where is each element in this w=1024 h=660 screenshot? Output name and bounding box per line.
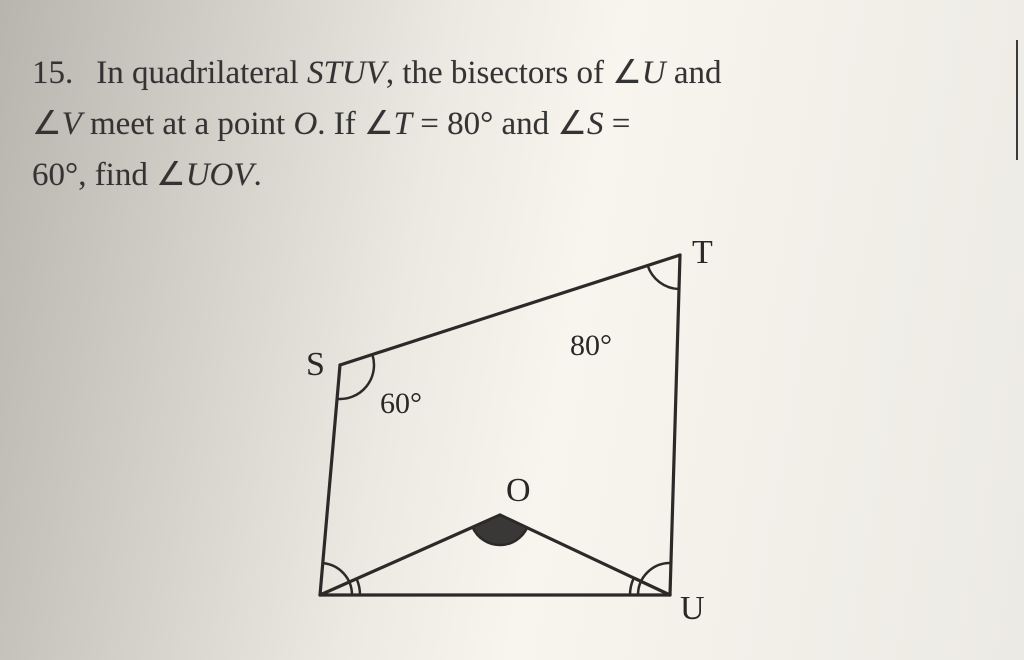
- svg-text:O: O: [506, 472, 531, 509]
- text: =: [604, 106, 631, 142]
- text-italic: S: [587, 106, 604, 142]
- svg-text:U: U: [680, 590, 705, 627]
- text: In quadrilateral: [96, 55, 307, 91]
- text: , the bisectors of ∠: [386, 55, 642, 91]
- svg-text:T: T: [692, 234, 713, 271]
- svg-text:60°: 60°: [380, 387, 422, 420]
- text-italic: U: [642, 55, 666, 91]
- figure-svg: S T U O 80° 60°: [250, 225, 810, 645]
- text: and: [666, 55, 722, 91]
- text-italic: UOV: [186, 157, 254, 193]
- problem-body: In quadrilateral STUV, the bisectors of …: [32, 55, 722, 193]
- text: 60°, find ∠: [32, 157, 186, 193]
- figure: S T U O 80° 60°: [250, 225, 810, 645]
- text: .: [254, 157, 262, 193]
- text-italic: T: [394, 106, 412, 142]
- problem-number: 15.: [32, 48, 88, 99]
- problem-text: 15. In quadrilateral STUV, the bisectors…: [32, 48, 992, 201]
- text-italic: V: [62, 106, 82, 142]
- svg-text:S: S: [306, 346, 325, 383]
- margin-rule: [1016, 40, 1018, 160]
- text: meet at a point: [82, 106, 294, 142]
- text: . If ∠: [317, 106, 393, 142]
- text: ∠: [32, 106, 62, 142]
- page: { "problem": { "number": "15.", "line1_a…: [0, 0, 1024, 660]
- text: = 80° and ∠: [412, 106, 587, 142]
- text-italic: STUV: [307, 55, 386, 91]
- svg-text:80°: 80°: [570, 329, 612, 362]
- text-italic: O: [293, 106, 317, 142]
